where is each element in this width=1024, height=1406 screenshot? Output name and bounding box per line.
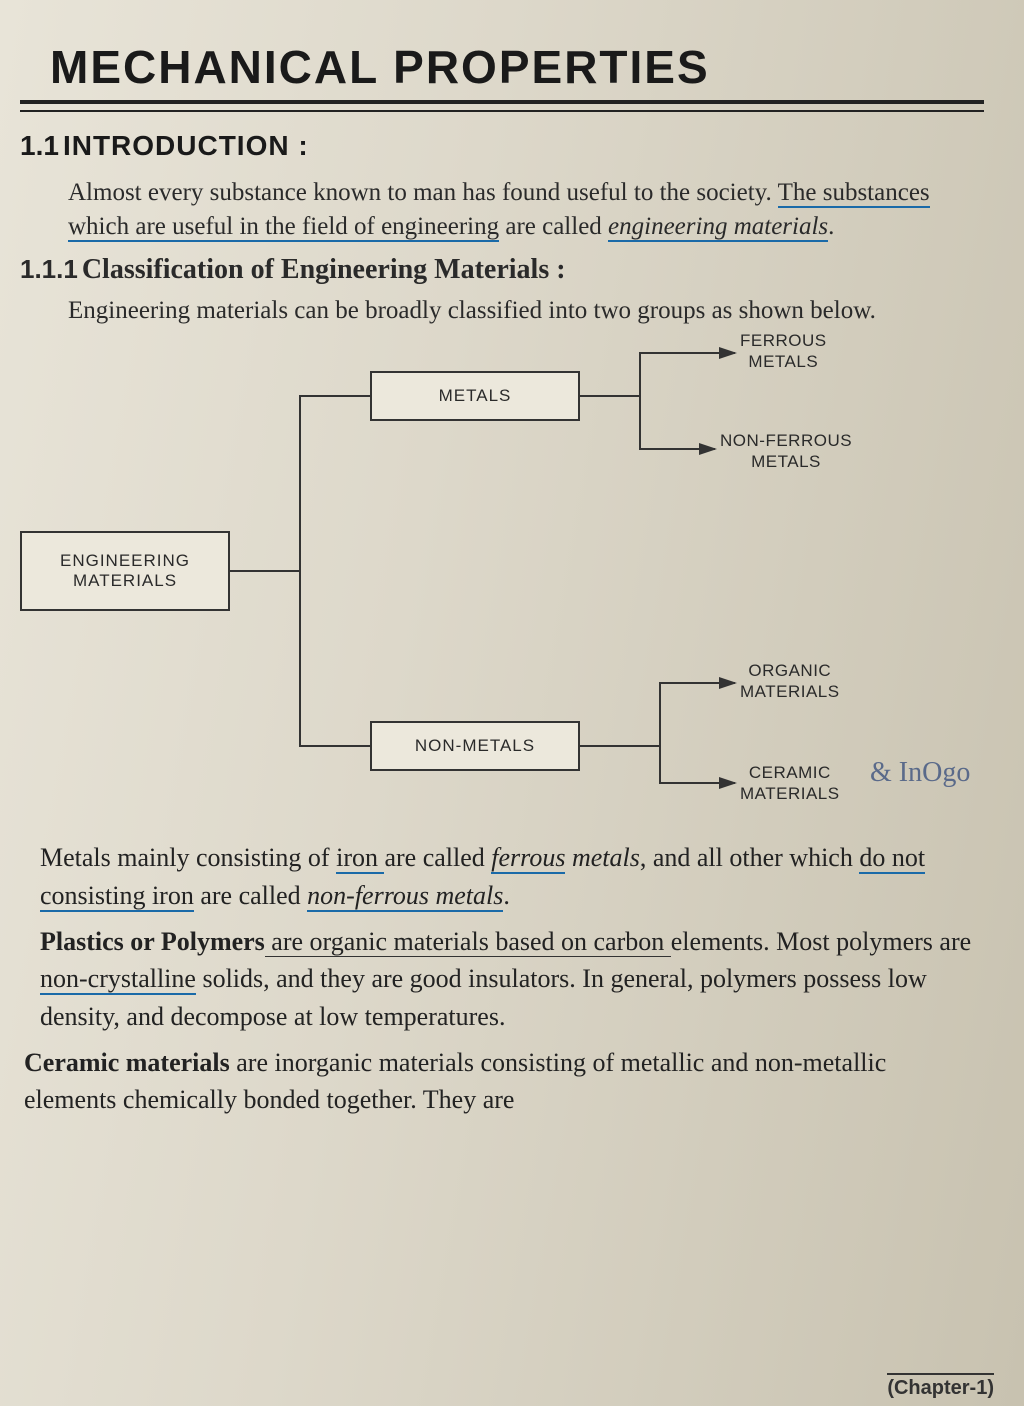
p3d: non-crystalline bbox=[40, 964, 196, 995]
handwriting: & InOgo bbox=[870, 757, 970, 789]
p2i: non-ferrous metals bbox=[307, 881, 503, 912]
node-nonmetals: NON-METALS bbox=[370, 721, 580, 771]
section-number: 1.1 bbox=[20, 130, 59, 161]
node-root-label: ENGINEERINGMATERIALS bbox=[60, 551, 190, 592]
leaf-nonferrous-label: NON-FERROUSMETALS bbox=[720, 431, 852, 470]
p2e: metals bbox=[565, 843, 639, 872]
classification-diagram: ENGINEERINGMATERIALS METALS NON-METALS F… bbox=[20, 331, 980, 831]
p3b: are organic materials based on carbon bbox=[265, 927, 671, 957]
page: MECHANICAL PROPERTIES 1.1 INTRODUCTION :… bbox=[0, 0, 1024, 1406]
intro-text-3: are called bbox=[499, 213, 608, 240]
leaf-organic: ORGANICMATERIALS bbox=[740, 661, 840, 702]
p2b: iron bbox=[336, 843, 384, 874]
leaf-ceramic-label: CERAMICMATERIALS bbox=[740, 763, 840, 802]
p2j: . bbox=[503, 881, 510, 910]
p2f: , and all other which bbox=[640, 843, 860, 872]
p2d: ferrous bbox=[491, 843, 565, 874]
leaf-ferrous-label: FERROUSMETALS bbox=[740, 331, 827, 370]
intro-paragraph: Almost every substance known to man has … bbox=[68, 176, 984, 244]
node-metals: METALS bbox=[370, 371, 580, 421]
p3a: Plastics or Polymers bbox=[40, 927, 265, 956]
p2c: are called bbox=[384, 843, 491, 872]
intro-text-5: . bbox=[828, 213, 834, 240]
para-plastics: Plastics or Polymers are organic materia… bbox=[40, 923, 976, 1036]
node-nonmetals-label: NON-METALS bbox=[415, 736, 535, 756]
leaf-nonferrous: NON-FERROUSMETALS bbox=[720, 431, 852, 472]
section-heading: 1.1 INTRODUCTION : bbox=[20, 130, 994, 162]
leaf-organic-label: ORGANICMATERIALS bbox=[740, 661, 840, 700]
leaf-ceramic: CERAMICMATERIALS bbox=[740, 763, 840, 804]
subsection-number: 1.1.1 bbox=[20, 254, 78, 284]
page-title: MECHANICAL PROPERTIES bbox=[50, 40, 994, 94]
para-metals: Metals mainly consisting of iron are cal… bbox=[40, 839, 976, 914]
node-metals-label: METALS bbox=[439, 386, 512, 406]
p2a: Metals mainly consisting of bbox=[40, 843, 336, 872]
chapter-footer: (Chapter-1) bbox=[887, 1373, 994, 1400]
subsection-title: Classification of Engineering Materials … bbox=[82, 254, 566, 285]
p4a: Ceramic materials bbox=[24, 1048, 230, 1077]
intro-text-1: Almost every substance known to man has … bbox=[68, 179, 778, 206]
node-root: ENGINEERINGMATERIALS bbox=[20, 531, 230, 611]
subsection-paragraph: Engineering materials can be broadly cla… bbox=[68, 294, 984, 328]
leaf-ferrous: FERROUSMETALS bbox=[740, 331, 827, 372]
para-ceramic: Ceramic materials are inorganic material… bbox=[24, 1044, 976, 1119]
title-rule bbox=[20, 100, 984, 112]
subsection-heading: 1.1.1 Classification of Engineering Mate… bbox=[20, 254, 994, 286]
intro-italic: engineering materials bbox=[608, 213, 828, 242]
p2h: are called bbox=[194, 881, 307, 910]
p3c: elements. Most polymers are bbox=[671, 927, 971, 956]
section-title: INTRODUCTION : bbox=[63, 130, 309, 161]
